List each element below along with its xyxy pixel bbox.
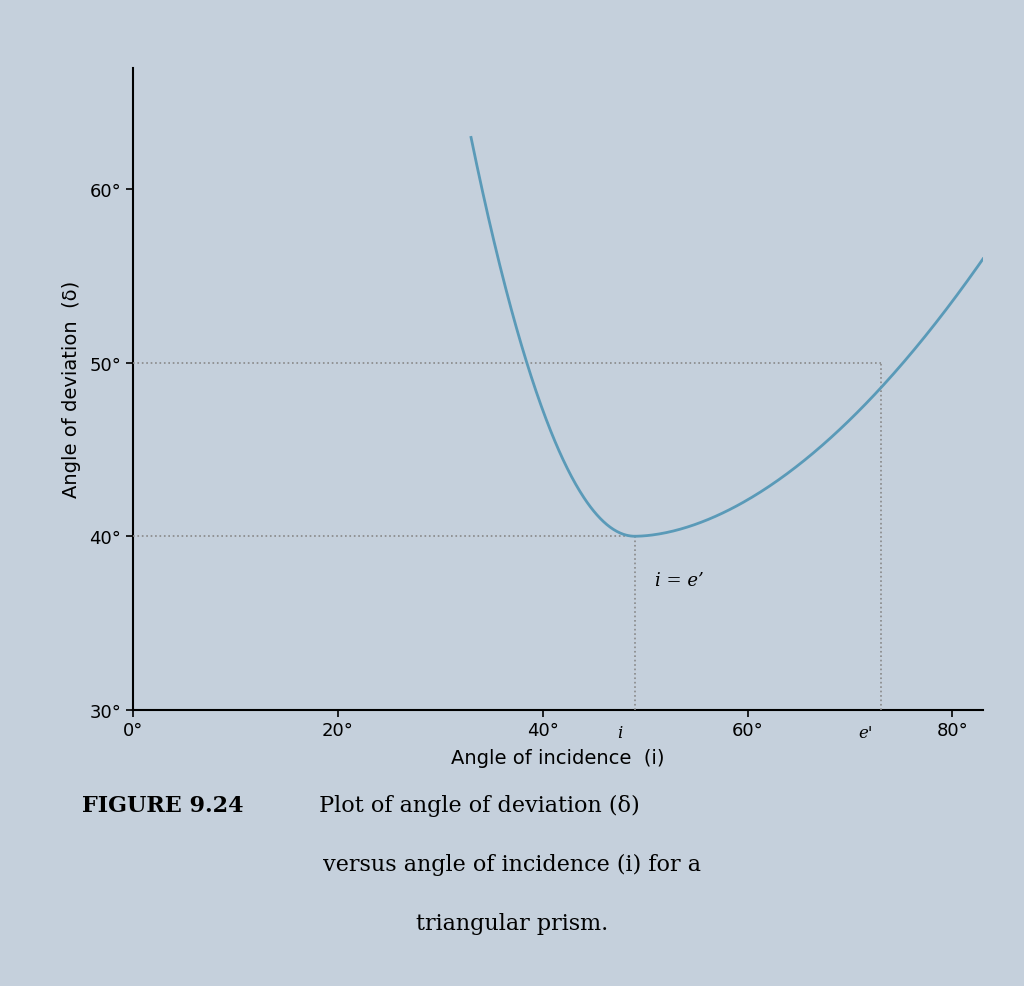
Text: triangular prism.: triangular prism. bbox=[416, 912, 608, 934]
Text: i = e’: i = e’ bbox=[655, 571, 705, 590]
Text: versus angle of incidence (i) for a: versus angle of incidence (i) for a bbox=[323, 853, 701, 875]
X-axis label: Angle of incidence  (i): Angle of incidence (i) bbox=[452, 748, 665, 767]
Text: i: i bbox=[616, 724, 623, 740]
Y-axis label: Angle of deviation  (δ): Angle of deviation (δ) bbox=[62, 281, 81, 498]
Text: Plot of angle of deviation (δ): Plot of angle of deviation (δ) bbox=[312, 794, 640, 815]
Text: FIGURE 9.24: FIGURE 9.24 bbox=[82, 794, 244, 815]
Text: e': e' bbox=[858, 724, 872, 740]
